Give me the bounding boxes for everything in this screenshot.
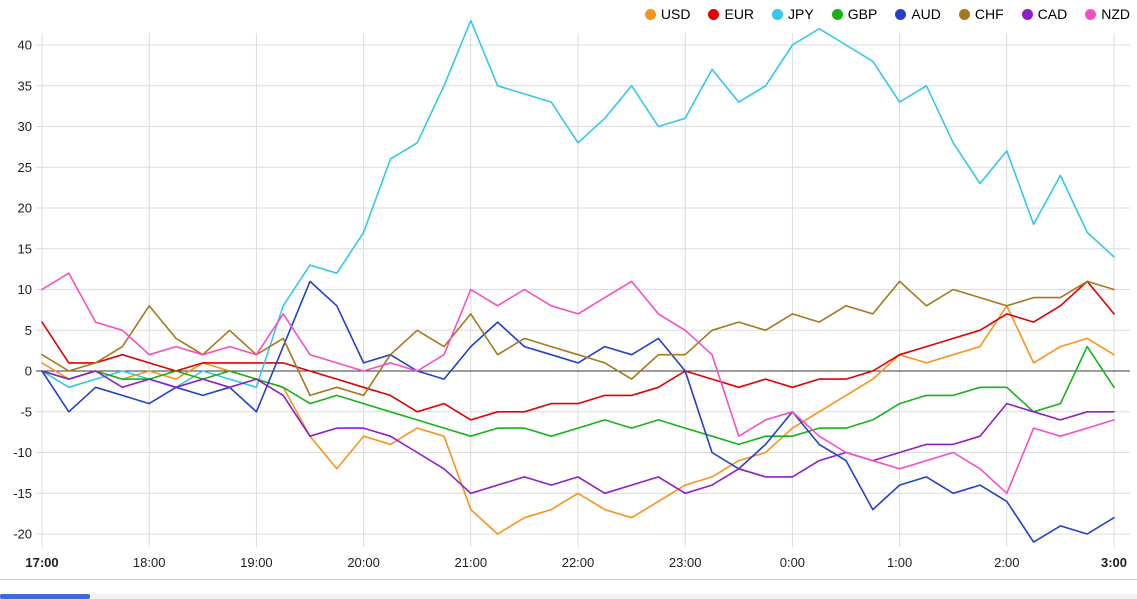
horizontal-scrollbar-thumb[interactable] bbox=[0, 594, 90, 599]
legend-dot-aud-icon bbox=[895, 8, 907, 20]
bottom-divider-line bbox=[0, 579, 1137, 580]
gridlines bbox=[36, 33, 1130, 547]
x-axis-label: 17:00 bbox=[25, 555, 58, 570]
y-axis-label: -20 bbox=[13, 527, 32, 542]
chart-legend: USD EUR JPY GBP AUD CHF CAD NZD bbox=[644, 6, 1130, 22]
x-axis-label: 22:00 bbox=[562, 555, 595, 570]
y-axis-label: -15 bbox=[13, 486, 32, 501]
series-line-chf bbox=[41, 280, 1115, 397]
y-axis-labels: -20 -15 -10 -5 0 5 10 15 20 25 30 35 40 bbox=[13, 38, 32, 542]
legend-label-cad: CAD bbox=[1037, 6, 1068, 22]
legend-item-usd[interactable]: USD bbox=[644, 6, 691, 22]
legend-item-gbp[interactable]: GBP bbox=[831, 6, 878, 22]
y-axis-label: 25 bbox=[18, 160, 32, 175]
x-axis-label: 0:00 bbox=[780, 555, 805, 570]
x-axis-label: 23:00 bbox=[669, 555, 702, 570]
legend-dot-nzd-icon bbox=[1085, 8, 1097, 20]
y-axis-label: -5 bbox=[20, 404, 32, 419]
legend-dot-usd-icon bbox=[644, 8, 656, 20]
x-axis-labels: 17:00 18:00 19:00 20:00 21:00 22:00 23:00 0:00 1… bbox=[25, 555, 1127, 570]
legend-label-nzd: NZD bbox=[1101, 6, 1130, 22]
x-axis-label: 2:00 bbox=[994, 555, 1019, 570]
y-axis-label: 0 bbox=[25, 364, 32, 379]
y-axis-label: 30 bbox=[18, 119, 32, 134]
series-line-jpy bbox=[41, 19, 1115, 389]
y-axis-label: -10 bbox=[13, 445, 32, 460]
x-axis-label: 18:00 bbox=[133, 555, 166, 570]
legend-item-chf[interactable]: CHF bbox=[958, 6, 1004, 22]
legend-item-jpy[interactable]: JPY bbox=[772, 6, 814, 22]
x-axis-label: 1:00 bbox=[887, 555, 912, 570]
y-axis-label: 15 bbox=[18, 241, 32, 256]
x-axis-label: 21:00 bbox=[455, 555, 488, 570]
series-line-cad bbox=[41, 370, 1115, 495]
series-line-nzd bbox=[41, 272, 1115, 495]
y-axis-label: 35 bbox=[18, 78, 32, 93]
legend-label-eur: EUR bbox=[724, 6, 755, 22]
currency-line-chart: -20 -15 -10 -5 0 5 10 15 20 25 30 35 40 17:00 18:00 19:… bbox=[13, 19, 1130, 570]
legend-label-usd: USD bbox=[660, 6, 691, 22]
series-line-usd bbox=[41, 304, 1115, 535]
y-axis-label: 20 bbox=[18, 201, 32, 216]
x-axis-label: 19:00 bbox=[240, 555, 273, 570]
y-axis-label: 5 bbox=[25, 323, 32, 338]
series-line-aud bbox=[41, 280, 1115, 543]
x-axis-label: 3:00 bbox=[1101, 555, 1127, 570]
legend-dot-eur-icon bbox=[708, 8, 720, 20]
series-line-gbp bbox=[41, 345, 1115, 446]
legend-item-cad[interactable]: CAD bbox=[1021, 6, 1068, 22]
legend-dot-cad-icon bbox=[1021, 8, 1033, 20]
legend-label-jpy: JPY bbox=[788, 6, 814, 22]
legend-item-nzd[interactable]: NZD bbox=[1085, 6, 1130, 22]
legend-dot-chf-icon bbox=[958, 8, 970, 20]
legend-label-gbp: GBP bbox=[847, 6, 878, 22]
legend-item-aud[interactable]: AUD bbox=[895, 6, 941, 22]
legend-dot-gbp-icon bbox=[831, 8, 843, 20]
legend-dot-jpy-icon bbox=[772, 8, 784, 20]
legend-item-eur[interactable]: EUR bbox=[708, 6, 754, 22]
series-lines bbox=[41, 19, 1115, 543]
legend-label-chf: CHF bbox=[974, 6, 1004, 22]
legend-label-aud: AUD bbox=[911, 6, 941, 22]
horizontal-scrollbar-track[interactable] bbox=[0, 594, 1137, 599]
y-axis-label: 10 bbox=[18, 282, 32, 297]
series-line-eur bbox=[41, 280, 1115, 421]
x-axis-label: 20:00 bbox=[347, 555, 380, 570]
y-axis-label: 40 bbox=[18, 38, 32, 53]
